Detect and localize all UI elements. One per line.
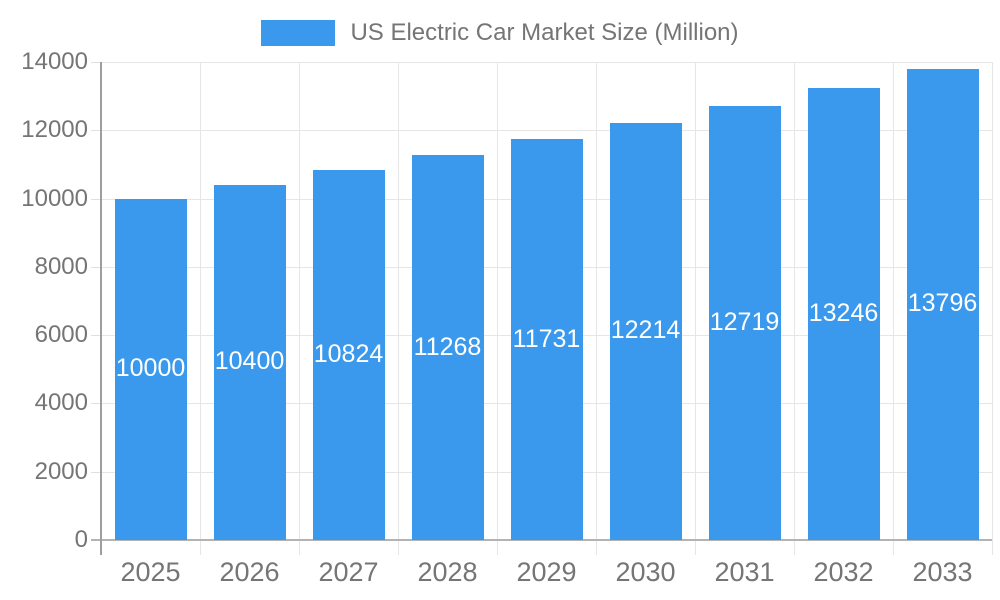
y-axis-label: 2000 [34, 457, 88, 485]
bar [906, 68, 979, 540]
gridline-vertical [794, 62, 795, 555]
y-axis-label: 14000 [21, 48, 88, 75]
gridline-vertical [893, 62, 894, 555]
gridline-vertical [398, 62, 399, 555]
bar [213, 184, 286, 540]
bar-value-label: 12214 [610, 316, 681, 345]
y-axis-tick [91, 471, 101, 473]
bar [510, 139, 583, 540]
y-axis-tick [91, 403, 101, 405]
bar-value-label: 13246 [808, 298, 879, 327]
bar [807, 87, 880, 540]
y-axis-tick [91, 335, 101, 337]
y-axis-label: 6000 [34, 321, 88, 349]
y-axis-tick [91, 62, 101, 63]
y-axis-label: 10000 [21, 184, 88, 212]
gridline-vertical [695, 62, 696, 555]
y-axis-label: 0 [74, 526, 88, 553]
bar [114, 198, 187, 540]
bar [609, 122, 682, 540]
bar-value-label: 12719 [709, 307, 780, 336]
bar-value-label: 10400 [214, 347, 285, 376]
x-axis-line [91, 539, 992, 541]
bar-value-label: 13796 [907, 289, 978, 318]
gridline-vertical [299, 62, 300, 555]
bar [411, 155, 484, 540]
gridline-vertical [200, 62, 201, 555]
y-axis-label: 12000 [21, 116, 88, 144]
x-axis-label: 2026 [219, 557, 280, 587]
bar [312, 170, 385, 540]
y-axis-tick [91, 266, 101, 268]
gridline-horizontal [101, 62, 992, 63]
x-axis-label: 2025 [120, 557, 181, 587]
x-axis-label: 2028 [417, 557, 478, 587]
y-axis-tick [91, 130, 101, 132]
y-axis-label: 4000 [34, 389, 88, 417]
bar-value-label: 11731 [512, 324, 581, 353]
x-axis-label: 2032 [813, 557, 874, 587]
legend-swatch[interactable] [261, 20, 336, 46]
gridline-vertical [497, 62, 498, 555]
bar [708, 105, 781, 540]
bar-value-label: 11268 [413, 332, 482, 361]
gridline-vertical [992, 62, 993, 555]
legend-label[interactable]: US Electric Car Market Size (Million) [350, 19, 739, 46]
x-axis-label: 2030 [615, 557, 676, 587]
y-axis-label: 8000 [34, 252, 88, 280]
gridline-vertical [596, 62, 597, 555]
gridline-horizontal [101, 130, 992, 132]
x-axis-label: 2027 [318, 557, 379, 587]
x-axis-label: 2031 [714, 557, 775, 587]
x-axis-label: 2029 [516, 557, 577, 587]
bar-value-label: 10824 [313, 340, 384, 369]
legend: US Electric Car Market Size (Million) [0, 19, 1000, 47]
bar-value-label: 10000 [115, 354, 186, 383]
y-axis-tick [91, 198, 101, 200]
x-axis-label: 2033 [912, 557, 973, 587]
y-axis-line [100, 62, 102, 555]
